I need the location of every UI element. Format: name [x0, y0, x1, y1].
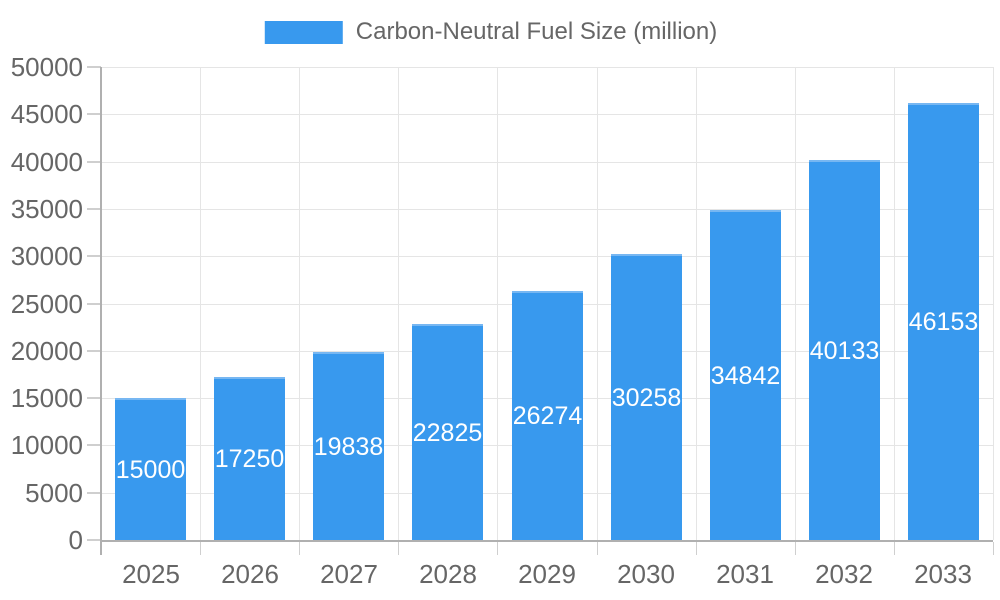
bar-value-label: 34842 [710, 361, 781, 390]
bar[interactable]: 30258 [611, 254, 682, 540]
bar[interactable]: 22825 [412, 324, 483, 540]
y-tick-label: 20000 [10, 336, 83, 366]
x-tick-label: 2028 [419, 559, 477, 589]
x-axis-tick [597, 542, 598, 555]
v-gridline [299, 67, 300, 540]
bar[interactable]: 19838 [313, 352, 384, 540]
y-tick-label: 35000 [10, 194, 83, 224]
y-axis-tick [87, 539, 101, 541]
y-tick-label: 0 [68, 525, 83, 555]
y-axis-tick [87, 113, 101, 115]
x-axis-tick [398, 542, 399, 555]
y-axis-tick [87, 208, 101, 210]
x-tick-label: 2033 [914, 559, 972, 589]
bar[interactable]: 34842 [710, 210, 781, 540]
x-axis-line [101, 540, 993, 542]
y-axis-tick [87, 255, 101, 257]
v-gridline [894, 67, 895, 540]
bar-value-label: 26274 [512, 402, 583, 430]
x-axis-tick [795, 542, 796, 555]
x-tick-label: 2031 [716, 559, 774, 589]
v-gridline [200, 67, 201, 540]
y-tick-label: 40000 [10, 147, 83, 177]
y-tick-label: 45000 [10, 99, 83, 129]
y-axis-tick [87, 66, 101, 68]
x-tick-label: 2025 [122, 559, 180, 589]
y-tick-label: 30000 [10, 241, 83, 271]
h-gridline [101, 67, 993, 68]
y-tick-label: 25000 [10, 289, 83, 319]
y-axis-tick [87, 350, 101, 352]
legend-label: Carbon-Neutral Fuel Size (million) [355, 18, 718, 45]
legend-swatch [264, 20, 343, 44]
x-axis-tick [696, 542, 697, 555]
bar-value-label: 22825 [412, 418, 483, 447]
x-tick-label: 2032 [815, 559, 873, 589]
y-tick-label: 5000 [25, 478, 83, 508]
x-axis-tick [894, 542, 895, 555]
x-tick-label: 2026 [221, 559, 279, 589]
h-gridline [101, 162, 993, 163]
x-axis-tick [497, 542, 498, 555]
legend[interactable]: Carbon-Neutral Fuel Size (million) [264, 18, 718, 46]
bar-value-label: 46153 [908, 308, 979, 336]
y-axis-line [100, 67, 102, 555]
bar[interactable]: 15000 [115, 398, 186, 540]
h-gridline [101, 209, 993, 210]
y-tick-label: 50000 [10, 52, 83, 82]
v-gridline [993, 67, 994, 540]
y-tick-label: 10000 [10, 430, 83, 460]
h-gridline [101, 114, 993, 115]
x-axis-tick [993, 542, 994, 555]
x-axis-tick [299, 542, 300, 555]
bar[interactable]: 40133 [809, 160, 880, 540]
bar[interactable]: 46153 [908, 103, 979, 540]
y-axis-tick [87, 161, 101, 163]
v-gridline [597, 67, 598, 540]
x-tick-label: 2029 [518, 559, 576, 589]
bar[interactable]: 17250 [214, 377, 285, 540]
x-tick-label: 2030 [617, 559, 675, 589]
v-gridline [398, 67, 399, 540]
y-axis-tick [87, 397, 101, 399]
bar-value-label: 40133 [809, 336, 880, 365]
v-gridline [497, 67, 498, 540]
bar-value-label: 19838 [313, 432, 384, 461]
bar-value-label: 15000 [115, 455, 186, 484]
h-gridline [101, 256, 993, 257]
y-axis-tick [87, 492, 101, 494]
v-gridline [795, 67, 796, 540]
y-tick-label: 15000 [10, 383, 83, 413]
bar[interactable]: 26274 [512, 291, 583, 540]
bar-value-label: 17250 [214, 445, 285, 473]
x-axis-tick [200, 542, 201, 555]
y-axis-tick [87, 303, 101, 305]
bar-value-label: 30258 [611, 383, 682, 412]
y-axis-tick [87, 444, 101, 446]
x-tick-label: 2027 [320, 559, 378, 589]
v-gridline [696, 67, 697, 540]
